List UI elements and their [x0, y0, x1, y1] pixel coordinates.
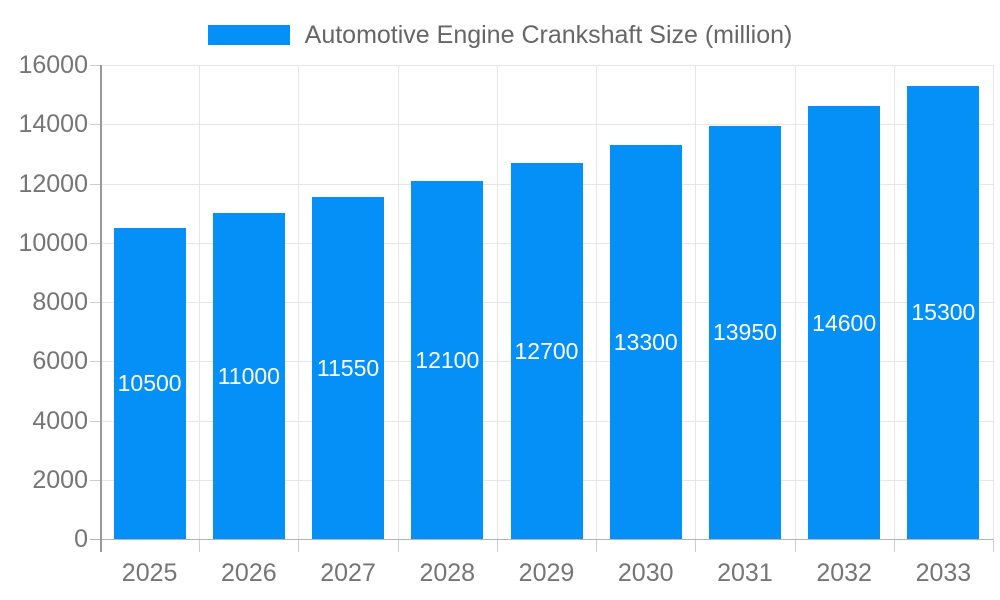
bar-value-label: 12100: [415, 346, 480, 373]
y-axis-tick: [90, 124, 100, 126]
bar-2027[interactable]: [312, 196, 385, 539]
x-axis-label: 2030: [617, 559, 674, 587]
y-axis-tick-label: 12000: [18, 169, 88, 198]
x-axis-tick: [496, 539, 498, 552]
x-axis-tick: [794, 539, 796, 552]
y-axis-tick: [90, 420, 100, 422]
x-axis-label: 2029: [518, 559, 575, 587]
bar-value-label: 10500: [117, 370, 182, 397]
v-gridline: [397, 65, 399, 539]
y-axis-tick-label: 8000: [32, 288, 88, 316]
legend-label: Automotive Engine Crankshaft Size (milli…: [304, 21, 793, 49]
h-gridline: [100, 124, 993, 126]
y-axis-tick: [90, 361, 100, 363]
x-axis-tick: [298, 539, 300, 552]
y-axis-tick-label: 14000: [18, 110, 88, 139]
y-axis-tick-label: 10000: [18, 228, 88, 257]
y-axis-tick-label: 4000: [32, 406, 88, 435]
x-axis-label: 2026: [221, 559, 277, 587]
bar-2032[interactable]: [808, 106, 881, 539]
legend-swatch-icon: [207, 25, 290, 45]
v-gridline: [298, 65, 300, 539]
x-axis-label: 2028: [419, 559, 476, 587]
bar-value-label: 15300: [911, 299, 976, 326]
x-axis-label: 2031: [717, 559, 773, 587]
bar-value-label: 12700: [514, 337, 579, 364]
bar-2025[interactable]: [113, 227, 186, 539]
v-gridline: [596, 65, 598, 539]
x-axis-tick: [893, 539, 895, 552]
x-axis-label: 2025: [121, 559, 178, 587]
y-axis-line: [100, 65, 102, 552]
v-gridline: [893, 65, 895, 539]
v-gridline: [496, 65, 498, 539]
bar-value-label: 13300: [613, 328, 678, 355]
bar-2028[interactable]: [411, 180, 484, 539]
x-axis-tick: [596, 539, 598, 552]
x-axis-label: 2033: [915, 559, 972, 587]
y-axis-tick-label: 16000: [18, 51, 88, 79]
x-axis-label: 2027: [320, 559, 376, 587]
bar-2033[interactable]: [907, 85, 980, 539]
v-gridline: [199, 65, 201, 539]
v-gridline: [794, 65, 796, 539]
y-axis-tick-label: 0: [74, 525, 88, 553]
legend-item[interactable]: Automotive Engine Crankshaft Size (milli…: [0, 21, 1000, 49]
bar-value-label: 14600: [812, 309, 877, 336]
bar-2030[interactable]: [609, 144, 682, 539]
y-axis-tick: [90, 183, 100, 185]
bar-2026[interactable]: [212, 213, 285, 539]
v-gridline: [695, 65, 697, 539]
x-axis-baseline: [90, 539, 993, 540]
v-gridline: [993, 65, 994, 539]
x-axis-tick: [993, 539, 994, 552]
x-axis-label: 2032: [816, 559, 872, 587]
bar-value-label: 11000: [217, 363, 280, 390]
bar-value-label: 13950: [712, 319, 777, 346]
h-gridline: [100, 65, 993, 66]
bar-2029[interactable]: [510, 162, 583, 539]
y-axis-tick: [90, 479, 100, 481]
x-axis-tick: [695, 539, 697, 552]
x-axis-tick: [397, 539, 399, 552]
bar-value-label: 11550: [316, 354, 380, 381]
y-axis-tick: [90, 242, 100, 244]
y-axis-tick-label: 6000: [32, 347, 88, 376]
y-axis-tick: [90, 65, 100, 66]
y-axis-tick: [90, 302, 100, 303]
y-axis-tick-label: 2000: [32, 465, 88, 494]
x-axis-tick: [199, 539, 201, 552]
bar-2031[interactable]: [708, 125, 781, 539]
